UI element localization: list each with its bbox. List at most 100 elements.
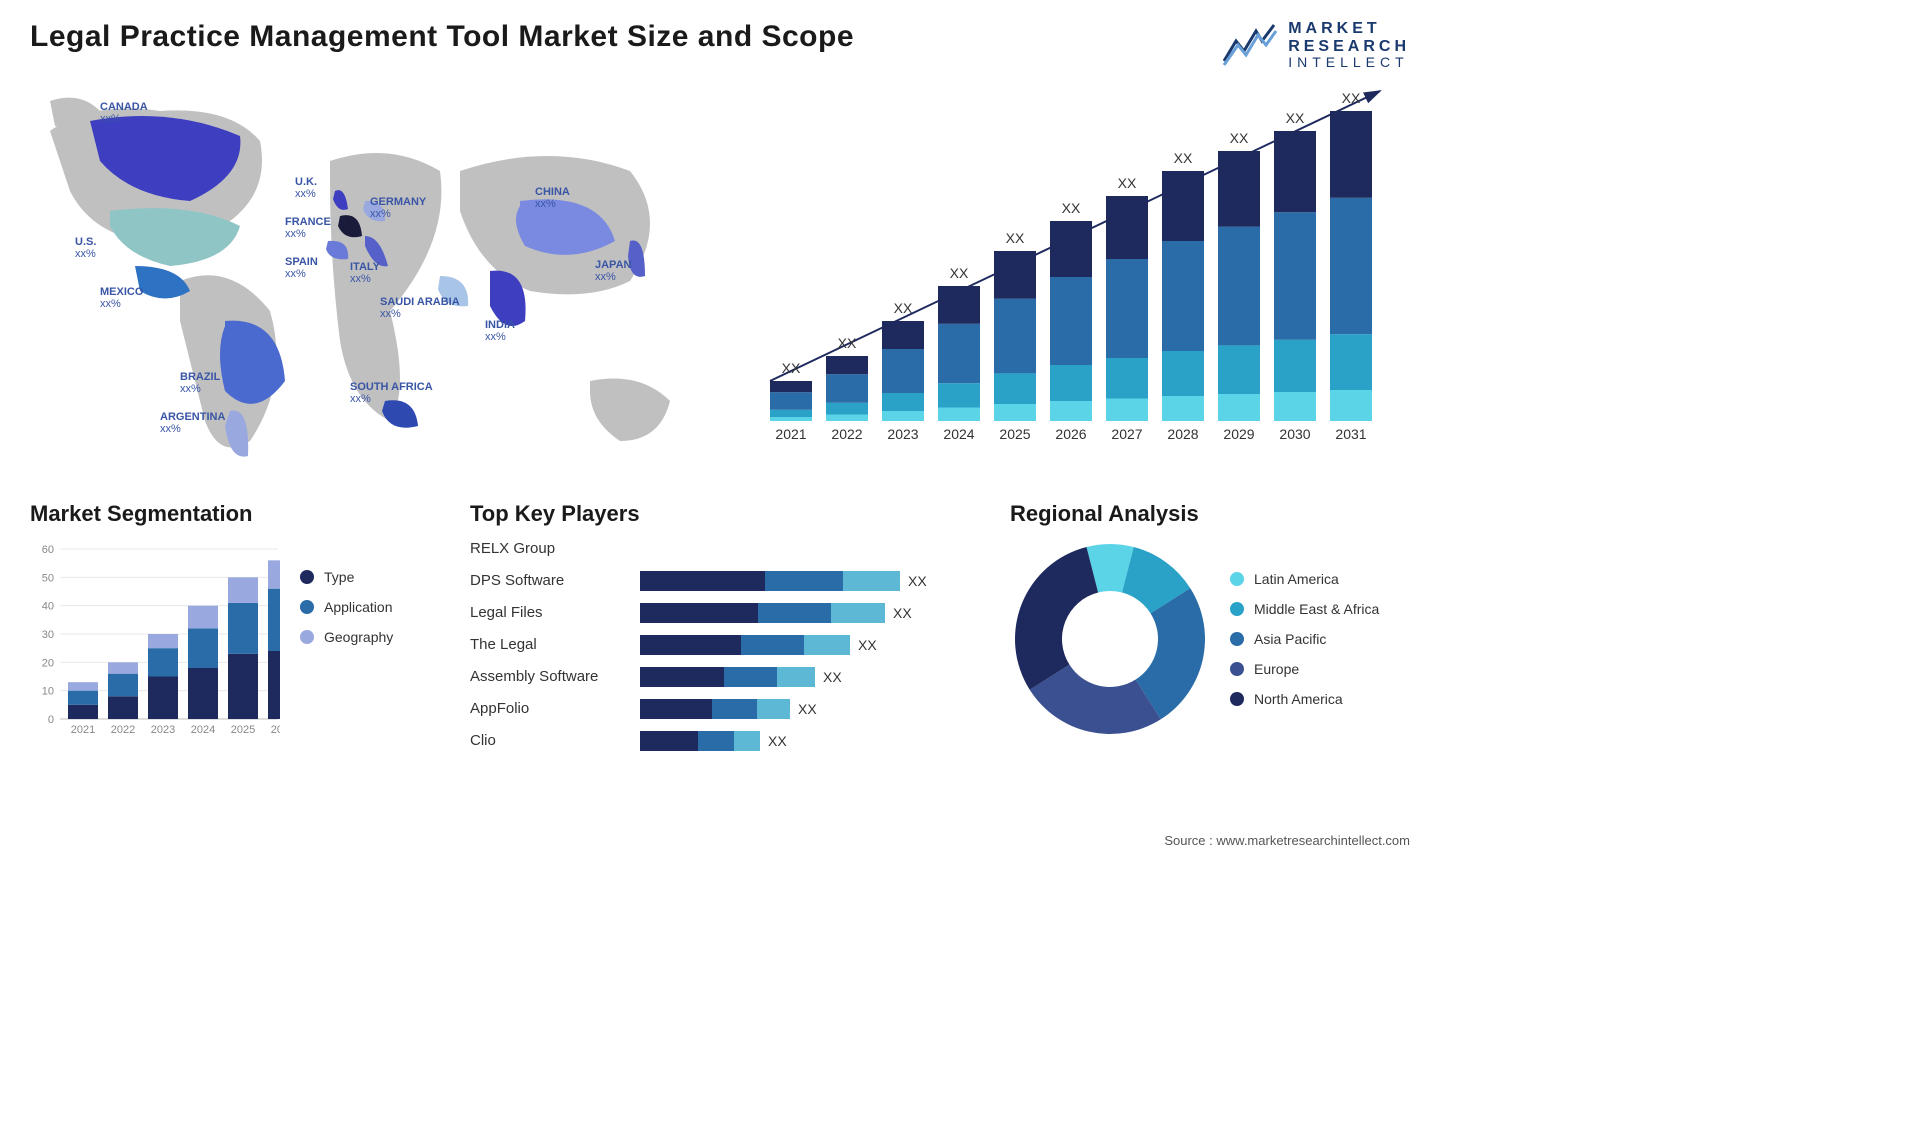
brand-logo: MARKET RESEARCH INTELLECT (1222, 20, 1410, 71)
map-label-brazil: BRAZILxx% (180, 371, 220, 396)
player-name-list: RELX Group DPS Software Legal Files The Leg… (470, 539, 630, 751)
player-name: The Legal (470, 635, 630, 655)
svg-text:2030: 2030 (1279, 426, 1310, 442)
svg-text:XX: XX (1006, 230, 1025, 246)
svg-text:2023: 2023 (151, 724, 175, 736)
segmentation-panel: Market Segmentation 0 10 20 30 40 50 60 2021 202… (30, 501, 450, 751)
svg-text:2022: 2022 (831, 426, 862, 442)
legend-label: Middle East & Africa (1254, 601, 1379, 617)
map-label-u-k-: U.K.xx% (295, 176, 317, 201)
players-title: Top Key Players (470, 501, 990, 527)
region-legend-latin-america: Latin America (1230, 571, 1379, 587)
legend-dot-icon (300, 600, 314, 614)
player-name: DPS Software (470, 571, 630, 591)
svg-text:XX: XX (950, 265, 969, 281)
legend-label: Geography (324, 629, 393, 645)
map-label-saudi-arabia: SAUDI ARABIAxx% (380, 296, 460, 321)
seg-legend-geography: Geography (300, 629, 393, 645)
svg-text:10: 10 (42, 685, 54, 697)
svg-text:30: 30 (42, 629, 54, 641)
player-bar-value: XX (908, 573, 927, 589)
player-bar-row: XX (640, 667, 990, 687)
player-bar-value: XX (893, 605, 912, 621)
legend-label: Latin America (1254, 571, 1339, 587)
svg-text:2029: 2029 (1223, 426, 1254, 442)
svg-text:2028: 2028 (1167, 426, 1198, 442)
svg-text:2022: 2022 (111, 724, 135, 736)
map-label-u-s-: U.S.xx% (75, 236, 96, 261)
map-label-canada: CANADAxx% (100, 101, 148, 126)
map-label-spain: SPAINxx% (285, 256, 318, 281)
svg-text:XX: XX (838, 335, 857, 351)
svg-text:2023: 2023 (887, 426, 918, 442)
svg-text:2021: 2021 (71, 724, 95, 736)
player-name: AppFolio (470, 699, 630, 719)
map-label-argentina: ARGENTINAxx% (160, 411, 225, 436)
player-bar-value: XX (798, 701, 817, 717)
player-bar-row: XX (640, 731, 990, 751)
svg-text:XX: XX (1286, 110, 1305, 126)
player-bar-value: XX (858, 637, 877, 653)
player-bar-row: XX (640, 635, 990, 655)
svg-text:2031: 2031 (1335, 426, 1366, 442)
seg-legend-application: Application (300, 599, 393, 615)
legend-label: Application (324, 599, 393, 615)
region-legend-europe: Europe (1230, 661, 1379, 677)
source-text: Source : www.marketresearchintellect.com (1164, 833, 1410, 848)
player-name: Assembly Software (470, 667, 630, 687)
map-label-france: FRANCExx% (285, 216, 331, 241)
player-bars: XX XX XX XX XX XX (640, 539, 990, 751)
logo-line-1: MARKET (1288, 20, 1410, 38)
map-label-germany: GERMANYxx% (370, 196, 426, 221)
region-legend-asia-pacific: Asia Pacific (1230, 631, 1379, 647)
svg-text:40: 40 (42, 600, 54, 612)
svg-text:2025: 2025 (999, 426, 1030, 442)
svg-text:2021: 2021 (775, 426, 806, 442)
svg-text:2027: 2027 (1111, 426, 1142, 442)
player-bar-row: XX (640, 571, 990, 591)
legend-dot-icon (1230, 602, 1244, 616)
seg-legend-type: Type (300, 569, 393, 585)
map-label-japan: JAPANxx% (595, 259, 631, 284)
regional-legend: Latin America Middle East & Africa Asia Pa… (1230, 571, 1379, 707)
svg-text:XX: XX (1342, 90, 1361, 106)
legend-label: North America (1254, 691, 1343, 707)
legend-dot-icon (300, 630, 314, 644)
player-bar-row (640, 539, 990, 559)
svg-text:20: 20 (42, 657, 54, 669)
svg-text:2024: 2024 (943, 426, 974, 442)
map-label-china: CHINAxx% (535, 186, 570, 211)
player-name: RELX Group (470, 539, 630, 559)
world-map-panel: CANADAxx% U.S.xx% MEXICOxx% BRAZILxx% ARGENT… (30, 81, 720, 481)
svg-text:60: 60 (42, 544, 54, 556)
legend-dot-icon (1230, 572, 1244, 586)
map-label-south-africa: SOUTH AFRICAxx% (350, 381, 433, 406)
legend-label: Europe (1254, 661, 1299, 677)
svg-text:XX: XX (782, 360, 801, 376)
regional-donut (1010, 539, 1210, 739)
player-name: Legal Files (470, 603, 630, 623)
segmentation-legend: Type Application Geography (300, 539, 393, 739)
segmentation-chart: 0102030405060202120222023202420252026 (30, 539, 280, 739)
player-bar-value: XX (768, 733, 787, 749)
segmentation-title: Market Segmentation (30, 501, 450, 527)
regional-title: Regional Analysis (1010, 501, 1410, 527)
map-label-india: INDIAxx% (485, 319, 515, 344)
map-label-mexico: MEXICOxx% (100, 286, 143, 311)
svg-text:XX: XX (894, 300, 913, 316)
svg-text:XX: XX (1230, 130, 1249, 146)
logo-line-2: RESEARCH (1288, 38, 1410, 56)
logo-line-3: INTELLECT (1288, 55, 1410, 70)
forecast-chart: XX2021XX2022XX2023XX2024XX2025XX2026XX20… (750, 81, 1410, 481)
svg-text:0: 0 (48, 714, 54, 726)
svg-text:2025: 2025 (231, 724, 255, 736)
legend-label: Asia Pacific (1254, 631, 1326, 647)
legend-dot-icon (300, 570, 314, 584)
legend-dot-icon (1230, 662, 1244, 676)
legend-label: Type (324, 569, 354, 585)
map-label-italy: ITALYxx% (350, 261, 380, 286)
svg-text:50: 50 (42, 572, 54, 584)
svg-text:2024: 2024 (191, 724, 215, 736)
players-panel: Top Key Players RELX Group DPS Software Le… (470, 501, 990, 751)
region-legend-middle-east---africa: Middle East & Africa (1230, 601, 1379, 617)
